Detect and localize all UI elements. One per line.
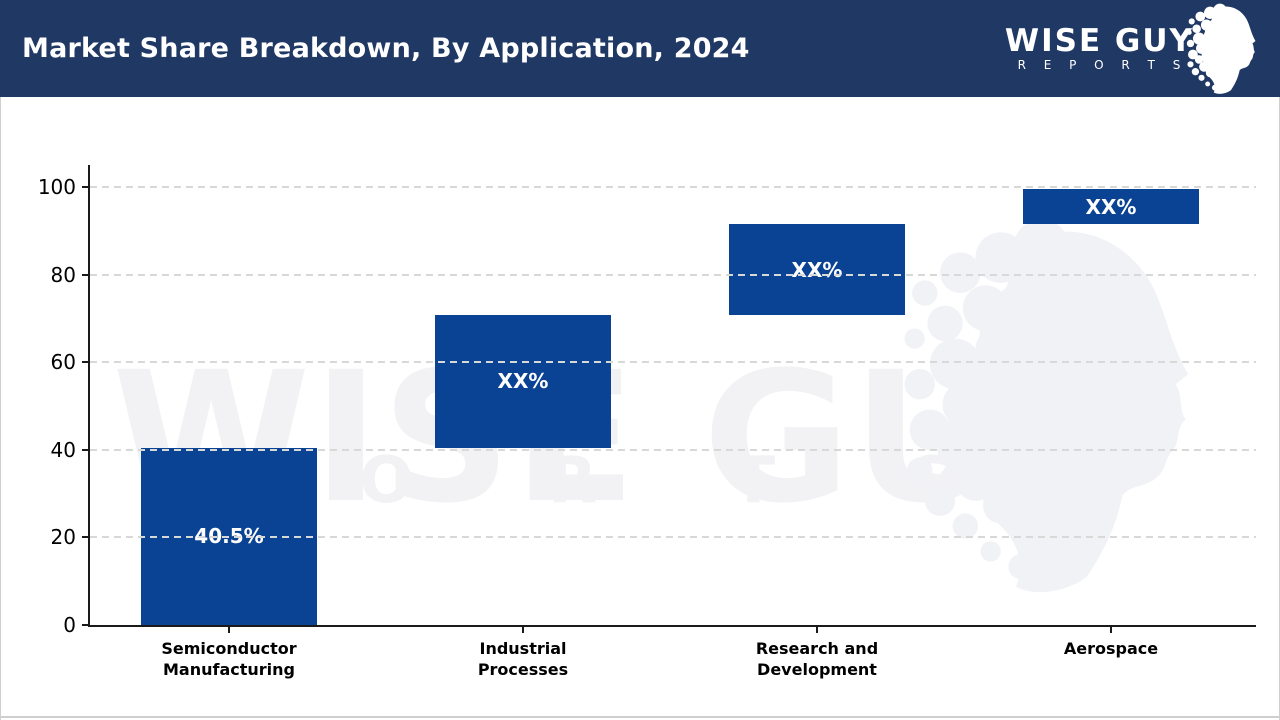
header-bar: Market Share Breakdown, By Application, …: [0, 0, 1280, 97]
y-tick-label: 80: [50, 262, 76, 287]
logo-subtitle: R E P O R T S: [1017, 57, 1188, 72]
logo-text: WISE GUY R E P O R T S: [1004, 22, 1194, 72]
x-category-label: Aerospace: [991, 638, 1231, 659]
gridline: [90, 361, 1256, 364]
y-tick-mark: [82, 186, 90, 188]
y-tick-mark: [82, 448, 90, 451]
bar-segment: XX%: [435, 314, 611, 448]
x-category-label: Industrial Processes: [403, 638, 643, 680]
bar-segment: XX%: [1023, 189, 1199, 225]
gridline: [90, 536, 1256, 539]
x-axis-line: [88, 625, 1256, 627]
gridline: [90, 186, 1256, 188]
y-tick-mark: [82, 624, 90, 626]
y-tick-mark: [82, 536, 90, 539]
wise-guy-logo: WISE GUY R E P O R T S: [1005, 3, 1280, 95]
watermark-face-icon: [904, 219, 1189, 593]
x-category-label: Research and Development: [697, 638, 937, 680]
y-tick-label: 60: [50, 350, 76, 375]
x-category-label-line: Semiconductor: [161, 639, 297, 658]
y-axis-line: [88, 165, 90, 627]
y-tick-mark: [82, 273, 90, 276]
bar-value-label: XX%: [497, 369, 549, 394]
y-tick-mark: [82, 361, 90, 364]
bar-value-label: 40.5%: [194, 524, 264, 549]
x-category-label: Semiconductor Manufacturing: [109, 638, 349, 680]
x-category-label-line: Processes: [477, 660, 569, 679]
x-category-label-line: Aerospace: [1063, 639, 1159, 658]
x-tick-mark: [228, 625, 230, 633]
bar-segment: XX%: [729, 224, 905, 315]
x-category-label-line: Industrial: [479, 639, 567, 658]
y-tick-label: 100: [37, 175, 76, 199]
gridline: [90, 448, 1256, 451]
gridline: [90, 273, 1256, 276]
logo-wordmark: WISE GUY: [1004, 22, 1194, 59]
page-title: Market Share Breakdown, By Application, …: [22, 33, 750, 64]
x-tick-mark: [816, 625, 818, 633]
frame-border-left: [0, 0, 1, 720]
bar-segment: 40.5%: [141, 447, 317, 625]
bar-value-label: XX%: [1085, 194, 1137, 219]
x-tick-mark: [1110, 625, 1112, 633]
y-tick-label: 0: [63, 613, 76, 637]
x-category-label-line: Manufacturing: [163, 660, 295, 679]
y-tick-label: 40: [50, 437, 76, 462]
frame-border-bottom: [0, 716, 1280, 718]
x-category-label-line: Development: [757, 660, 877, 679]
x-tick-mark: [522, 625, 524, 633]
bar-value-label: XX%: [791, 257, 843, 282]
x-category-label-line: Research and: [755, 639, 879, 658]
waterfall-chart: WISE GUY P O R T S 0 20 40 60 80 100 40.5% Semi…: [0, 97, 1280, 717]
dotted-face-icon: [1186, 3, 1256, 94]
y-tick-label: 20: [50, 525, 76, 550]
